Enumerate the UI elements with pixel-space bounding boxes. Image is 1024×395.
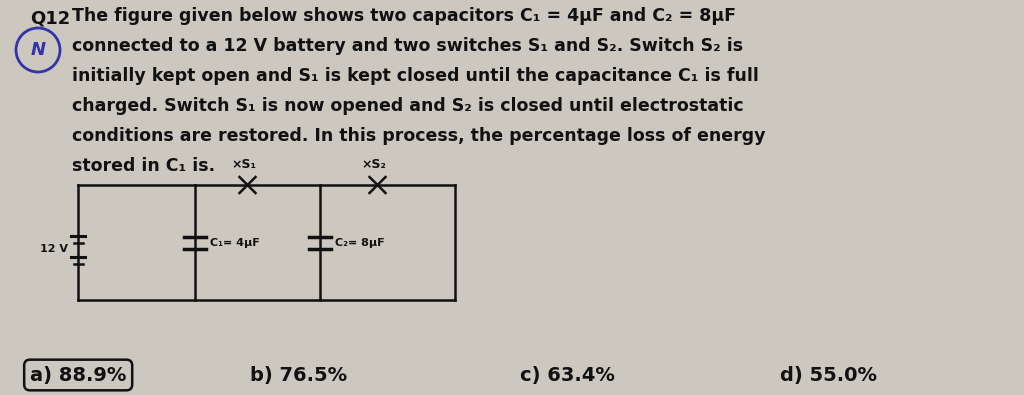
Text: connected to a 12 V battery and two switches S₁ and S₂. Switch S₂ is: connected to a 12 V battery and two swit…	[72, 37, 743, 55]
Text: a) 88.9%: a) 88.9%	[30, 365, 126, 384]
Text: charged. Switch S₁ is now opened and S₂ is closed until electrostatic: charged. Switch S₁ is now opened and S₂ …	[72, 97, 743, 115]
Text: N: N	[31, 41, 45, 59]
Text: The figure given below shows two capacitors C₁ = 4μF and C₂ = 8μF: The figure given below shows two capacit…	[72, 7, 736, 25]
Text: initially kept open and S₁ is kept closed until the capacitance C₁ is full: initially kept open and S₁ is kept close…	[72, 67, 759, 85]
Text: 12 V: 12 V	[40, 245, 68, 254]
Text: Q12: Q12	[30, 10, 71, 28]
Text: b) 76.5%: b) 76.5%	[250, 365, 347, 384]
Text: ×S₁: ×S₁	[231, 158, 256, 171]
Text: d) 55.0%: d) 55.0%	[780, 365, 877, 384]
Text: conditions are restored. In this process, the percentage loss of energy: conditions are restored. In this process…	[72, 127, 766, 145]
Text: C₁= 4μF: C₁= 4μF	[210, 237, 260, 248]
Text: stored in C₁ is.: stored in C₁ is.	[72, 157, 215, 175]
Text: C₂= 8μF: C₂= 8μF	[335, 237, 385, 248]
Text: ×S₂: ×S₂	[361, 158, 386, 171]
Text: c) 63.4%: c) 63.4%	[520, 365, 614, 384]
